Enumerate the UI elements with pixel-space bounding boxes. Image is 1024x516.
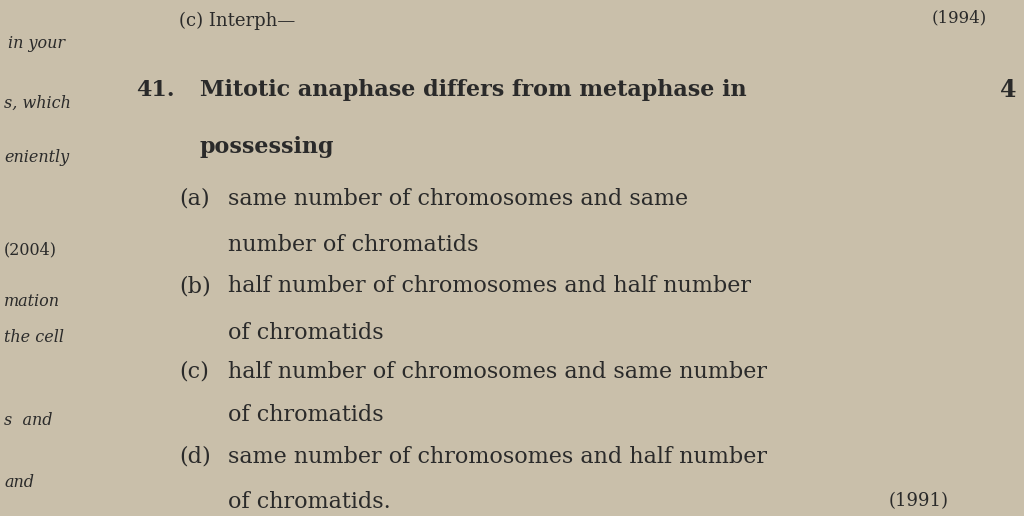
- Text: (1991): (1991): [889, 493, 949, 510]
- Text: of chromatids: of chromatids: [228, 322, 384, 344]
- Text: s, which: s, which: [4, 95, 71, 111]
- Text: in your: in your: [8, 36, 66, 52]
- Text: same number of chromosomes and half number: same number of chromosomes and half numb…: [228, 446, 767, 467]
- Text: s  and: s and: [4, 412, 52, 429]
- Text: number of chromatids: number of chromatids: [228, 234, 479, 256]
- Text: (c) Interph—: (c) Interph—: [179, 11, 296, 30]
- Text: (d): (d): [179, 446, 211, 467]
- Text: 4: 4: [1000, 78, 1017, 102]
- Text: same number of chromosomes and same: same number of chromosomes and same: [228, 188, 688, 209]
- Text: possessing: possessing: [200, 136, 334, 158]
- Text: Mitotic anaphase differs from metaphase in: Mitotic anaphase differs from metaphase …: [200, 79, 746, 101]
- Text: and: and: [4, 474, 34, 491]
- Text: half number of chromosomes and half number: half number of chromosomes and half numb…: [228, 276, 752, 297]
- Text: 41.: 41.: [136, 79, 175, 101]
- Text: (c): (c): [179, 361, 209, 382]
- Text: of chromatids: of chromatids: [228, 405, 384, 426]
- Text: the cell: the cell: [4, 330, 65, 346]
- Text: mation: mation: [4, 294, 60, 310]
- Text: (b): (b): [179, 276, 211, 297]
- Text: half number of chromosomes and same number: half number of chromosomes and same numb…: [228, 361, 767, 382]
- Text: of chromatids.: of chromatids.: [228, 491, 391, 512]
- Text: (2004): (2004): [4, 242, 57, 259]
- Text: (1994): (1994): [932, 10, 987, 26]
- Text: eniently: eniently: [4, 149, 70, 166]
- Text: (a): (a): [179, 188, 210, 209]
